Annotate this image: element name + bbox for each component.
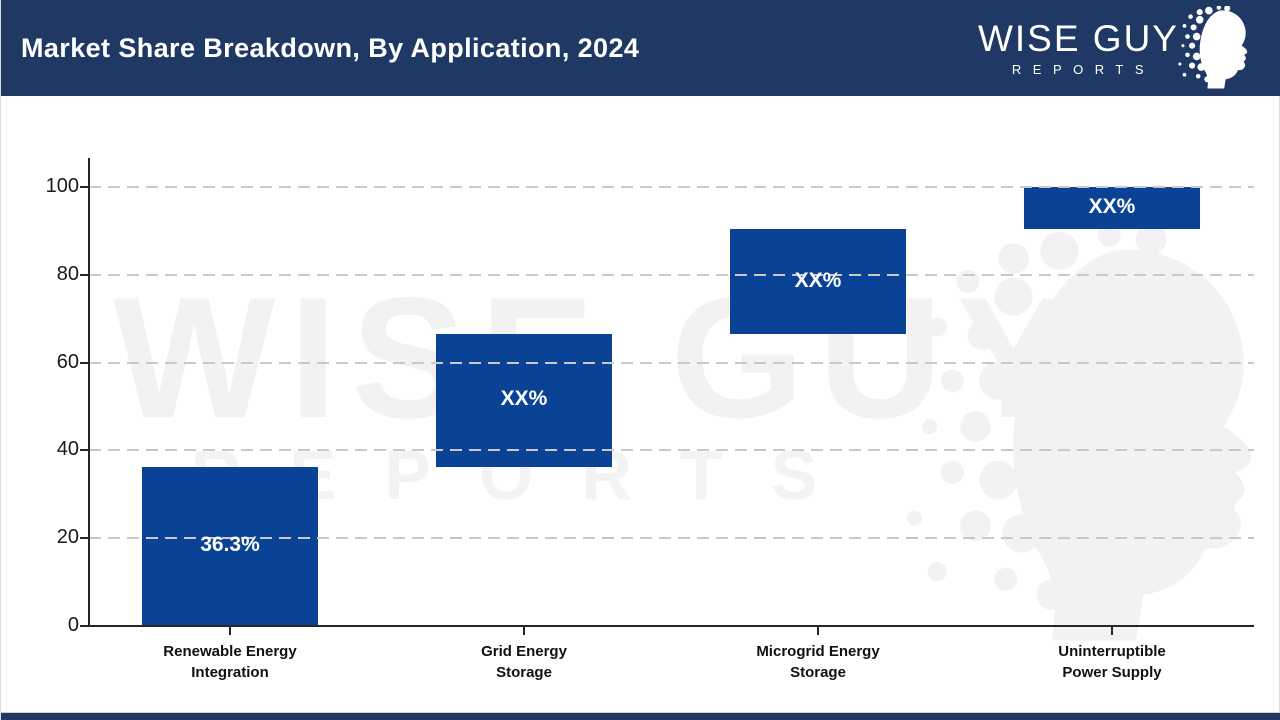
x-category-label: Uninterruptible Power Supply: [1000, 641, 1224, 683]
y-axis-tick: [80, 273, 88, 276]
waterfall-bar: [1024, 187, 1200, 230]
logo-text: WISE GUY REPORTS: [978, 20, 1179, 77]
bar-value-label: XX%: [500, 387, 548, 411]
y-axis-tick: [80, 537, 88, 540]
x-category-label: Renewable Energy Integration: [118, 641, 342, 683]
x-category-label-line: Storage: [790, 664, 846, 681]
y-axis-tick: [80, 625, 88, 627]
x-category-label: Microgrid Energy Storage: [706, 641, 930, 683]
bar-value-label: 36.3%: [200, 533, 260, 557]
y-axis-tick-label: 100: [45, 175, 79, 197]
bar-value-label: XX%: [1088, 195, 1136, 219]
y-axis-tick-label: 80: [56, 262, 79, 285]
wise-guy-reports-logo: WISE GUY REPORTS: [978, 6, 1255, 90]
header-bar: Market Share Breakdown, By Application, …: [1, 0, 1280, 96]
y-gridline: [89, 273, 1254, 276]
waterfall-bar: [436, 334, 612, 467]
page-title: Market Share Breakdown, By Application, …: [21, 32, 640, 63]
y-gridline: [89, 537, 1254, 540]
watermark-head-profile-icon: [906, 224, 1252, 641]
y-axis-tick-label: 60: [56, 350, 79, 373]
x-category-label-line: Uninterruptible: [1058, 643, 1166, 660]
dotted-head-profile-icon: [1178, 6, 1248, 89]
x-category-label-line: Power Supply: [1062, 664, 1162, 681]
logo-name: WISE GUY: [977, 17, 1179, 59]
x-category-label-line: Grid Energy: [481, 643, 567, 660]
y-axis-line: [88, 158, 90, 627]
x-axis-tick: [817, 627, 819, 635]
y-axis-tick-label: 40: [56, 438, 79, 461]
x-category-label-line: Microgrid Energy: [756, 643, 880, 660]
y-axis-tick-label: 20: [56, 526, 79, 549]
y-gridline: [89, 186, 1254, 188]
x-axis-line: [88, 625, 1254, 627]
y-axis-tick: [80, 361, 88, 364]
x-axis-tick: [1111, 627, 1113, 635]
y-axis-tick: [80, 449, 88, 452]
x-category-label-line: Renewable Energy: [163, 643, 297, 660]
x-category-label: Grid Energy Storage: [412, 641, 636, 683]
x-axis-tick: [523, 627, 525, 635]
x-axis-tick: [229, 627, 231, 635]
x-category-label-line: Storage: [496, 664, 552, 681]
y-axis-tick-label: 0: [67, 614, 79, 636]
footer-bar: [1, 712, 1280, 720]
y-axis-tick: [80, 186, 88, 188]
y-gridline: [89, 361, 1254, 364]
logo-subname: REPORTS: [1011, 61, 1156, 77]
y-gridline: [89, 449, 1254, 452]
waterfall-bar: [730, 229, 906, 335]
x-category-label-line: Integration: [191, 664, 269, 681]
bar-value-label: XX%: [794, 268, 842, 292]
waterfall-bar: [142, 466, 318, 626]
